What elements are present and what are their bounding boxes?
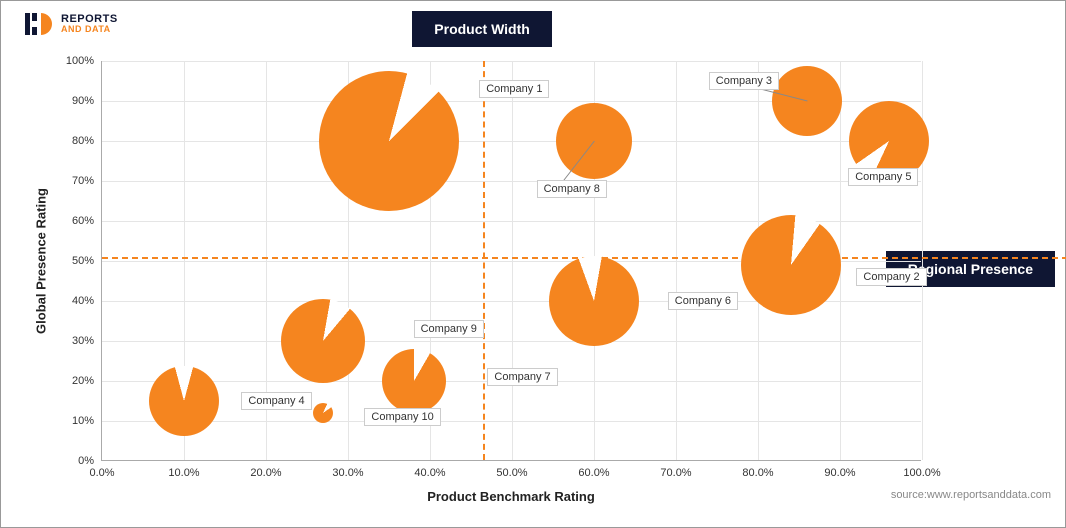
label-company-3: Company 3 <box>709 72 779 90</box>
bubble-company-2[interactable] <box>741 215 841 315</box>
x-tick: 50.0% <box>496 467 527 479</box>
bubble-company-6[interactable] <box>549 256 639 346</box>
label-company-7: Company 7 <box>487 368 557 386</box>
label-company-6: Company 6 <box>668 292 738 310</box>
bubble-company-10[interactable] <box>313 403 333 423</box>
y-tick: 40% <box>72 295 94 307</box>
grid-line-horizontal <box>102 61 921 62</box>
y-tick: 100% <box>66 55 94 67</box>
grid-line-horizontal <box>102 141 921 142</box>
grid-line-horizontal <box>102 181 921 182</box>
chart-container: REPORTS AND DATA Product Width Regional … <box>0 0 1066 528</box>
bubble-company-7[interactable] <box>382 349 446 413</box>
label-company-9: Company 9 <box>414 320 484 338</box>
x-tick: 60.0% <box>578 467 609 479</box>
bubble-company-4[interactable] <box>149 366 219 436</box>
x-tick: 20.0% <box>250 467 281 479</box>
source-text: source:www.reportsanddata.com <box>891 489 1051 501</box>
y-tick: 30% <box>72 335 94 347</box>
y-tick: 90% <box>72 95 94 107</box>
y-tick: 80% <box>72 135 94 147</box>
label-company-10: Company 10 <box>364 408 440 426</box>
logo: REPORTS AND DATA <box>25 13 118 35</box>
bubble-company-9[interactable] <box>281 299 365 383</box>
y-axis-label: Global Presence Rating <box>34 188 49 334</box>
x-tick: 100.0% <box>903 467 940 479</box>
x-tick: 90.0% <box>824 467 855 479</box>
y-tick: 70% <box>72 175 94 187</box>
x-tick: 30.0% <box>332 467 363 479</box>
bubble-company-1[interactable] <box>319 71 459 211</box>
label-company-5: Company 5 <box>848 168 918 186</box>
quadrant-label-top: Product Width <box>412 11 552 47</box>
y-tick: 60% <box>72 215 94 227</box>
divider-vertical <box>483 61 485 460</box>
x-tick: 80.0% <box>742 467 773 479</box>
x-tick: 40.0% <box>414 467 445 479</box>
grid-line-horizontal <box>102 341 921 342</box>
grid-line-horizontal <box>102 421 921 422</box>
x-axis-label: Product Benchmark Rating <box>427 489 595 504</box>
bubble-company-8[interactable] <box>556 103 632 179</box>
x-tick: 70.0% <box>660 467 691 479</box>
y-tick: 0% <box>78 455 94 467</box>
label-company-8: Company 8 <box>537 180 607 198</box>
x-tick: 0.0% <box>89 467 114 479</box>
label-company-2: Company 2 <box>856 268 926 286</box>
y-tick: 10% <box>72 415 94 427</box>
x-tick: 10.0% <box>168 467 199 479</box>
label-company-4: Company 4 <box>241 392 311 410</box>
y-tick: 50% <box>72 255 94 267</box>
logo-icon <box>25 13 55 35</box>
bubble-company-3[interactable] <box>772 66 842 136</box>
logo-text-line2: AND DATA <box>61 25 118 34</box>
label-company-1: Company 1 <box>479 80 549 98</box>
y-tick: 20% <box>72 375 94 387</box>
plot-area: 0.0%10.0%20.0%30.0%40.0%50.0%60.0%70.0%8… <box>101 61 921 461</box>
